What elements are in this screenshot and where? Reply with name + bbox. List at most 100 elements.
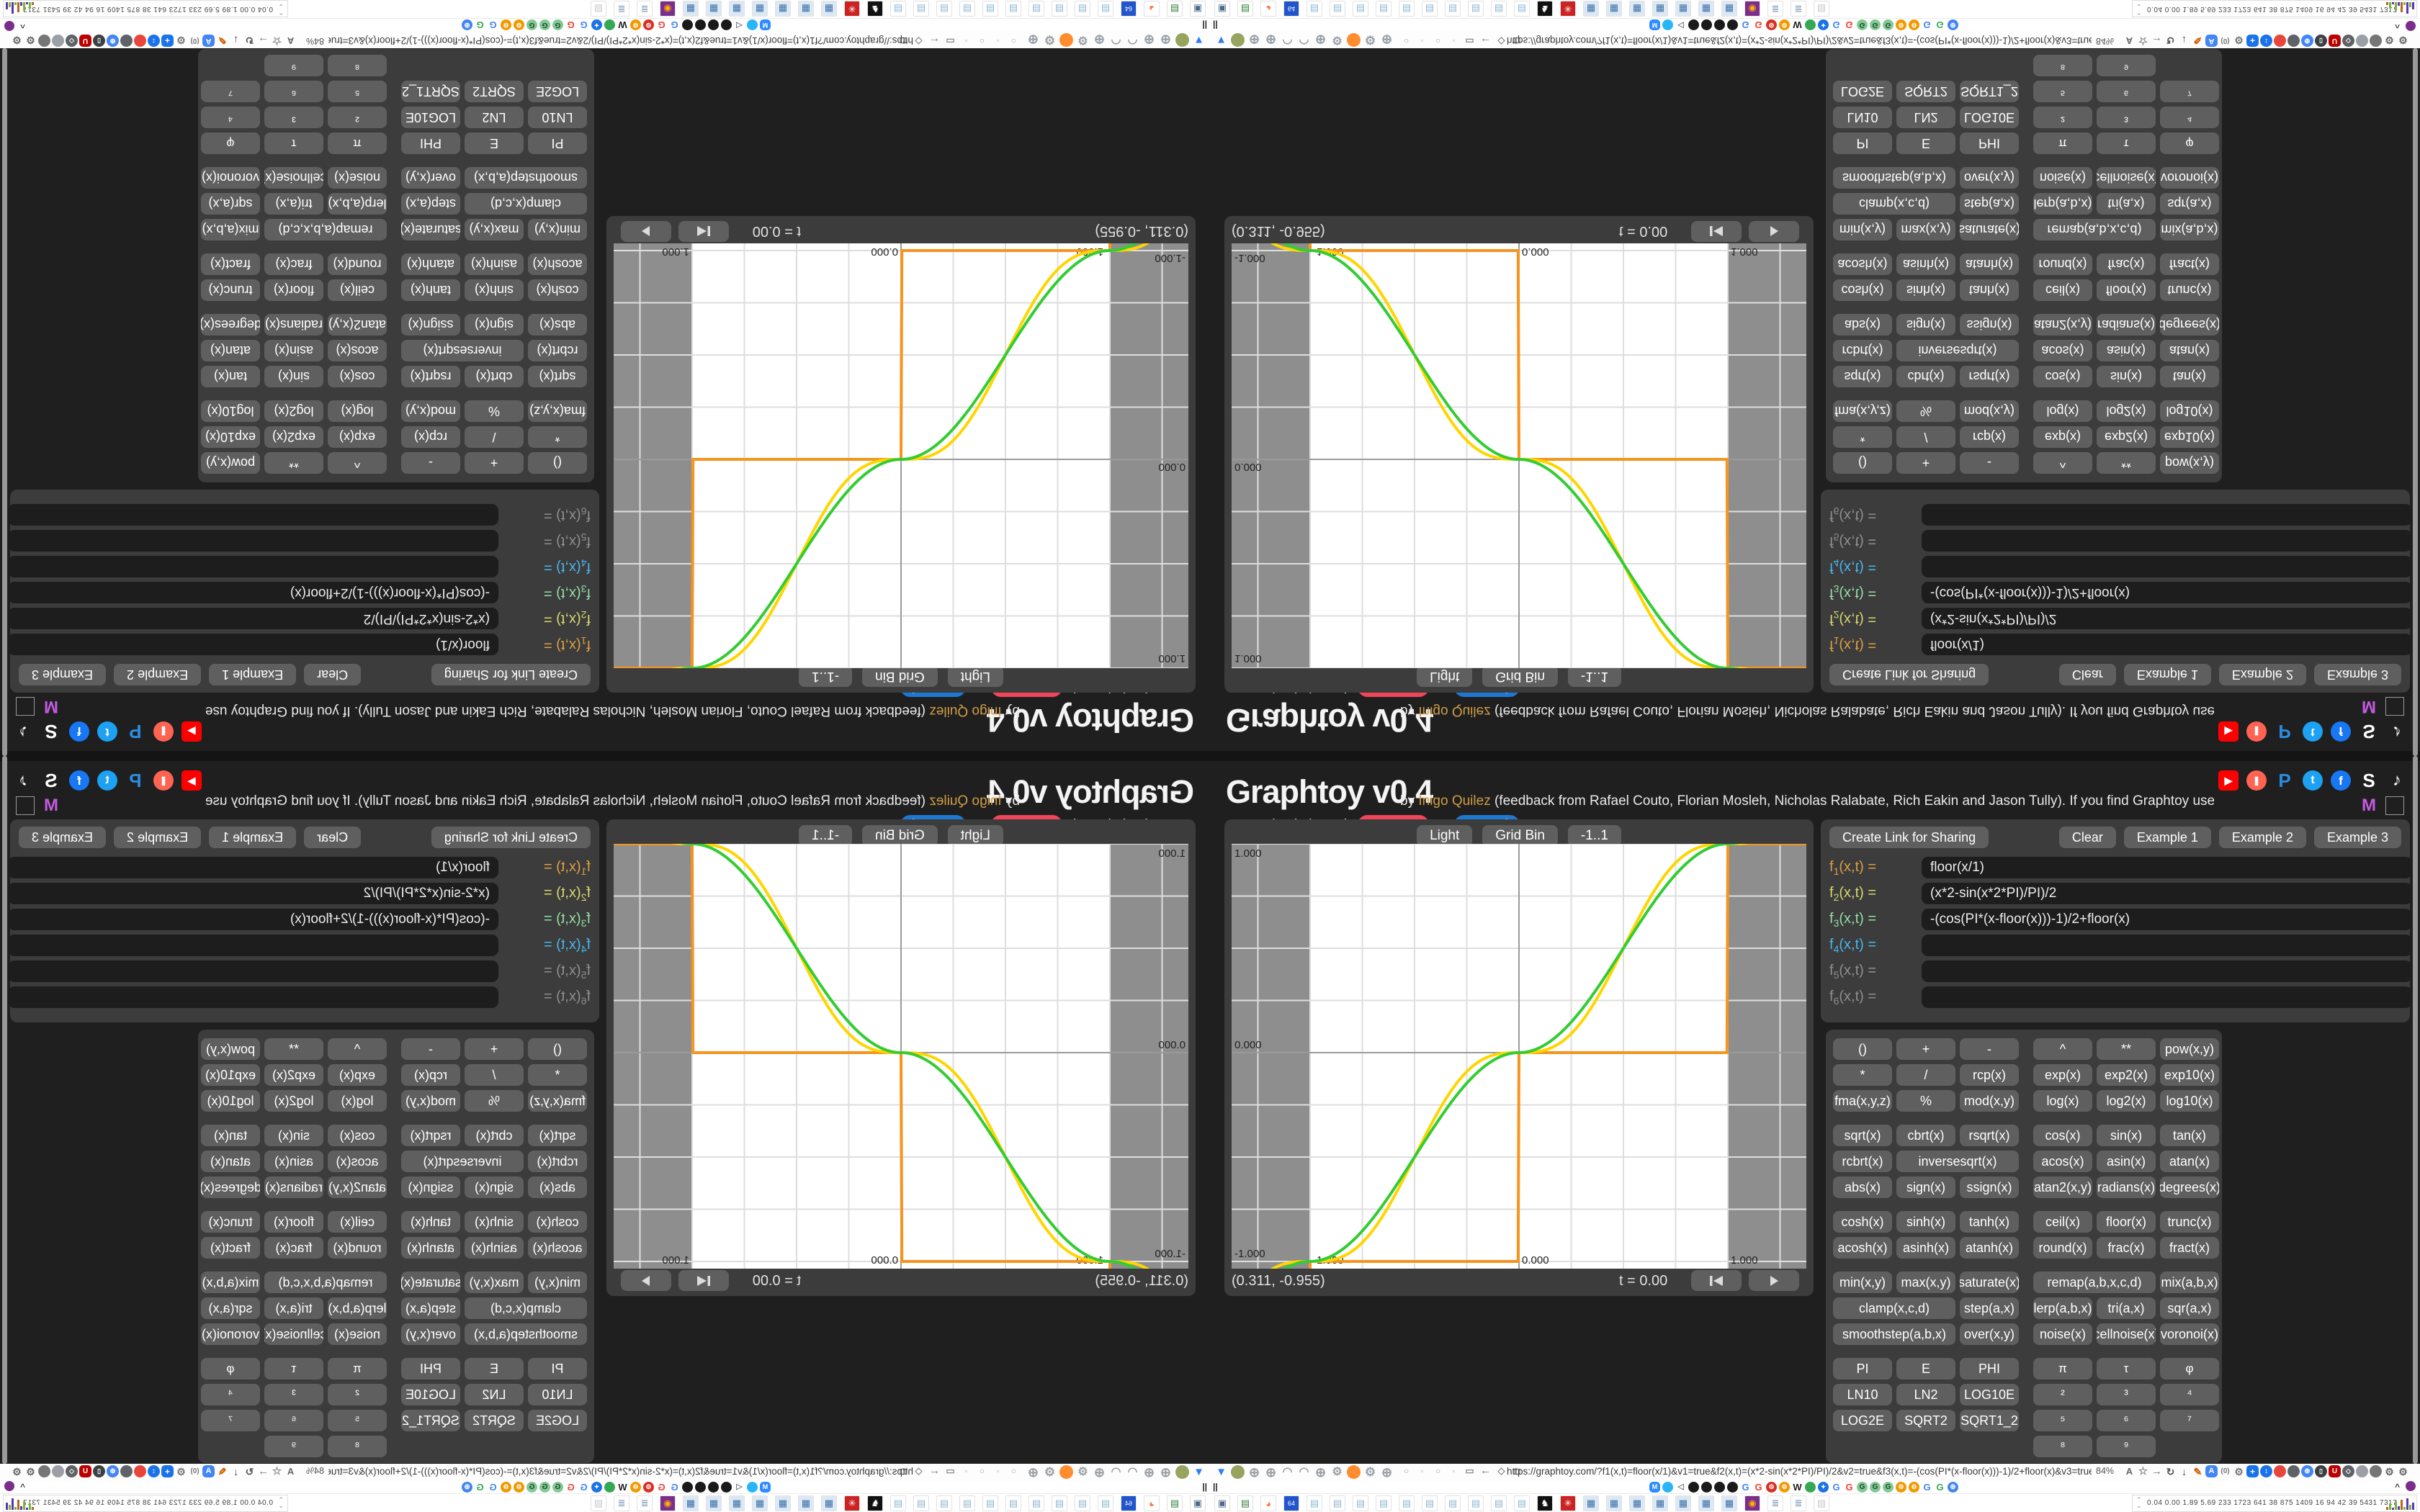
gear-red-icon[interactable]: ⚙ [1766,1482,1777,1493]
create-share-link-button[interactable]: Create Link for Sharing [1829,827,1989,848]
star-icon[interactable]: ☆ [272,35,282,47]
seal-bookmark-icon[interactable]: ✳ [1560,1495,1576,1511]
bird-icon[interactable] [604,1482,615,1493]
time-reset-button[interactable] [678,221,729,242]
palette-button[interactable]: * [1833,1064,1892,1086]
palette-button[interactable]: LN2 [465,107,524,128]
calculator-bookmark-icon[interactable]: ▦ [798,1,814,17]
palette-button[interactable]: acosh(x) [528,1237,587,1259]
palette-button[interactable]: SQRT1_2 [401,1410,460,1431]
google-icon[interactable]: G [1936,1482,1944,1493]
palette-button[interactable]: asin(x) [264,340,323,361]
palette-button[interactable]: LN10 [1833,1384,1892,1405]
palette-button[interactable]: cos(x) [2033,366,2092,387]
palette-button[interactable]: ⁹ [264,1436,323,1457]
scroll-bookmark-icon[interactable]: ≣ [614,1,629,17]
palette-button[interactable]: log2(x) [2097,1090,2156,1112]
play-pause-button[interactable] [1749,221,1799,242]
gauge-icon[interactable]: ◠ [1282,1465,1293,1478]
dot-icon[interactable]: ◦ [1389,36,1392,47]
palette-button[interactable]: sinh(x) [465,1211,524,1233]
palette-button[interactable]: round(x) [2033,253,2092,275]
gear-icon[interactable]: ⚙ [1364,33,1376,47]
plus-icon[interactable]: + [161,35,174,47]
page-scrollbar[interactable] [2413,756,2418,1464]
palette-button[interactable]: E [1896,132,1955,154]
notepad-bookmark-icon[interactable]: ▤ [1445,1495,1461,1511]
palette-button[interactable]: LOG10E [401,1384,460,1405]
palette-button[interactable]: rsqrt(x) [1960,366,2019,387]
zero-badge-icon[interactable]: (0) [2220,37,2230,45]
palette-button[interactable]: sign(x) [465,1176,524,1198]
paypal-icon[interactable]: P [2278,770,2291,791]
chain-icon[interactable] [1714,19,1725,30]
palette-button[interactable]: exp10(x) [2160,426,2219,448]
purple-extension-icon[interactable] [2406,21,2416,31]
notepad-bookmark-icon[interactable]: ▤ [913,1,929,17]
gear-red-icon[interactable]: ⚙ [643,19,654,30]
shield-icon[interactable]: ◇ [915,1465,923,1476]
chain-icon[interactable] [682,19,693,30]
play-pause-button[interactable] [1749,1270,1799,1291]
palette-button[interactable]: smoothstep(a,b,x) [465,167,587,189]
palette-button[interactable]: over(x,y) [1960,1323,2019,1345]
palette-button[interactable]: acosh(x) [1833,253,1892,275]
palette-button[interactable]: fract(x) [2160,253,2219,275]
palette-button[interactable]: mod(x,y) [401,400,460,422]
pencil-icon[interactable]: ✎ [2193,35,2202,47]
speaker-icon[interactable]: ◁ [1677,21,1684,30]
forward-arrow-icon[interactable]: → [258,1465,269,1477]
palette-button[interactable]: sqr(a,x) [2160,1297,2219,1319]
book-bookmark-icon[interactable]: ▤ [1167,1495,1183,1511]
circle-icon[interactable]: ○ [1435,36,1441,47]
palette-button[interactable]: PHI [1960,1358,2019,1380]
dot-icon[interactable]: ◦ [996,36,1000,47]
gear-icon[interactable]: ⚙ [2398,35,2408,47]
palette-button[interactable]: sign(x) [1896,314,1955,336]
palette-button[interactable]: floor(x) [264,1211,323,1233]
sync-arrows-icon[interactable]: ↕ [2260,1465,2272,1477]
globe-icon[interactable]: ⊕ [1093,1464,1106,1480]
palette-button[interactable]: LN10 [528,107,587,128]
globe-icon[interactable]: ⊕ [1160,1464,1172,1480]
translate-box-icon[interactable]: A [287,35,295,46]
palette-button[interactable]: trunc(x) [2160,279,2219,301]
trash-icon[interactable] [120,1465,133,1477]
action-button-clear[interactable]: Clear [304,664,362,685]
notepad-bookmark-icon[interactable]: ▤ [1005,1495,1021,1511]
palette-button[interactable]: log2(x) [264,400,323,422]
palette-button[interactable]: over(x,y) [401,167,460,189]
palette-button[interactable]: tan(x) [201,366,260,387]
notepad-bookmark-icon[interactable]: ▤ [1330,1495,1345,1511]
palette-button[interactable]: atan(x) [201,1151,260,1172]
palette-button[interactable]: fma(x,y,z) [528,1090,587,1112]
palette-button[interactable]: remap(a,b,x,c,d) [2033,1272,2156,1293]
notepad-bookmark-icon[interactable]: ▤ [1376,1,1392,17]
uo-icon[interactable]: U [79,35,91,47]
palette-button[interactable]: ceil(x) [2033,279,2092,301]
palette-button[interactable]: tanh(x) [1960,1211,2019,1233]
forward-arrow-icon[interactable]: → [258,35,269,47]
translate-icon[interactable]: A [202,35,215,47]
facebook-icon[interactable]: f [69,770,89,791]
author-link[interactable]: Inigo Quilez [929,703,1002,719]
palette-button[interactable]: + [1896,452,1955,474]
notepad-bookmark-icon[interactable]: ▤ [1307,1,1322,17]
calculator-bookmark-icon[interactable]: ▦ [706,1495,722,1511]
plus-icon[interactable]: + [161,1465,174,1477]
floppy64-bookmark-icon[interactable]: 64 [1121,1495,1137,1511]
palette-button[interactable]: φ [201,1358,260,1380]
calculator-bookmark-icon[interactable]: ▦ [1606,1,1622,17]
notepad-bookmark-icon[interactable]: ▤ [1028,1,1044,17]
palette-button[interactable]: cbrt(x) [465,1125,524,1146]
palette-button[interactable]: atan(x) [201,340,260,361]
palette-button[interactable]: cbrt(x) [465,366,524,387]
speaker-icon[interactable]: ◁ [1677,1482,1684,1491]
collapse-caret-icon[interactable]: ^ [20,1482,26,1492]
zoom-app-icon[interactable]: M [1649,1482,1660,1493]
circle-icon[interactable]: ○ [1010,36,1017,47]
gauge-icon[interactable]: ◠ [1299,1465,1309,1478]
palette-button[interactable]: remap(a,b,x,c,d) [264,1272,387,1293]
palette-button[interactable]: ⁵ [2033,1410,2092,1431]
palette-button[interactable]: rsqrt(x) [1960,1125,2019,1146]
